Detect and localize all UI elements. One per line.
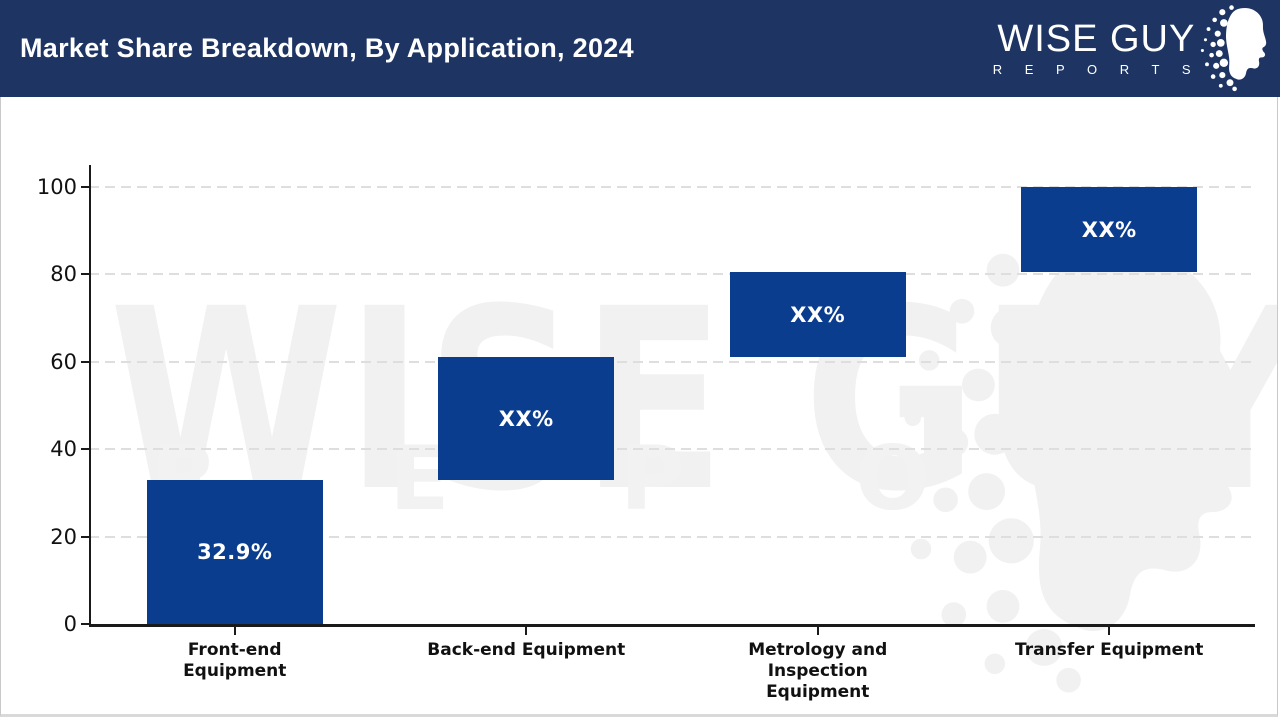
page-title: Market Share Breakdown, By Application, … [20,33,634,63]
gridline [89,535,1255,538]
y-axis-tick [81,448,89,451]
gridline [89,360,1255,363]
y-axis-line [89,165,91,627]
category-label-line: Inspection [767,661,868,681]
waterfall-bar: 32.9% [146,480,323,624]
y-axis-tick-label: 40 [50,437,77,462]
category-label: Transfer Equipment [979,640,1239,661]
gridline [89,273,1255,276]
bar-value-label: XX% [498,406,554,431]
y-axis-tick [81,535,89,538]
y-axis-tick-label: 60 [50,349,77,374]
brand-logo: WISE GUY R E P O R T S [993,0,1280,97]
chart-canvas: WISE GUY R E P O R T S 02040608010032.9%… [0,97,1278,717]
waterfall-bar: XX% [438,357,615,481]
category-label-line: Transfer Equipment [1015,640,1204,660]
waterfall-bar: XX% [729,272,906,358]
gridline [89,186,1255,188]
y-axis-tick-label: 0 [63,612,77,636]
bar-value-label: 32.9% [197,540,273,565]
category-label-line: Equipment [766,682,870,702]
x-axis-tick [525,627,528,635]
category-label: Metrology and Inspection Equipment [688,640,948,703]
x-axis-tick [1108,627,1111,635]
y-axis-tick-label: 20 [50,524,77,549]
brand-subtitle: R E P O R T S [992,62,1200,77]
dotted-head-icon [1200,4,1267,91]
header-bar: Market Share Breakdown, By Application, … [0,0,1280,97]
y-axis-tick [81,273,89,276]
category-label: Front-end Equipment [105,640,365,682]
y-axis-tick-label: 100 [36,175,77,199]
category-label: Back-end Equipment [396,640,656,661]
y-axis-tick [81,623,89,625]
waterfall-bar: XX% [1021,187,1198,273]
brand-name: WISE GUY [997,18,1196,60]
y-axis-tick [81,186,89,188]
brand-logo-text: WISE GUY R E P O R T S [993,20,1200,77]
bar-value-label: XX% [1081,217,1137,242]
x-axis-line [89,624,1255,627]
gridline [89,448,1255,451]
bar-value-label: XX% [790,302,846,327]
category-label-line: Equipment [183,661,287,681]
category-label-line: Metrology and [748,640,888,660]
x-axis-tick [233,627,236,635]
watermark-head-icon [888,233,1238,693]
y-axis-tick-label: 80 [50,262,77,287]
y-axis-tick [81,360,89,363]
x-axis-tick [816,627,819,635]
category-label-line: Front-end [187,640,282,660]
category-label-line: Back-end Equipment [427,640,626,660]
